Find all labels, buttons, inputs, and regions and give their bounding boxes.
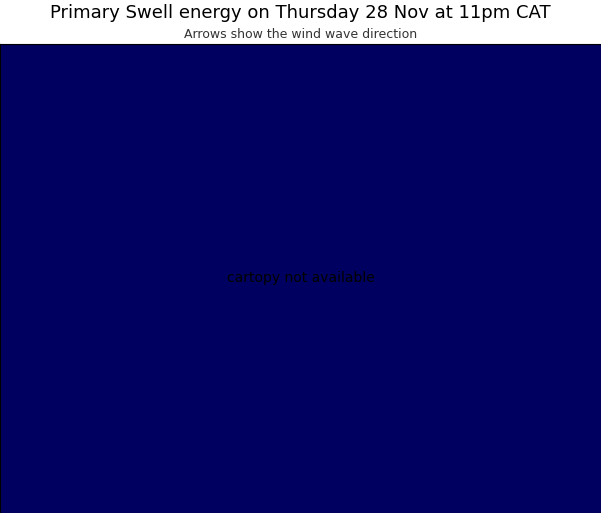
Text: cartopy not available: cartopy not available	[227, 271, 374, 285]
Text: Primary Swell energy on Thursday 28 Nov at 11pm CAT: Primary Swell energy on Thursday 28 Nov …	[50, 4, 551, 22]
Text: Arrows show the wind wave direction: Arrows show the wind wave direction	[184, 28, 417, 41]
